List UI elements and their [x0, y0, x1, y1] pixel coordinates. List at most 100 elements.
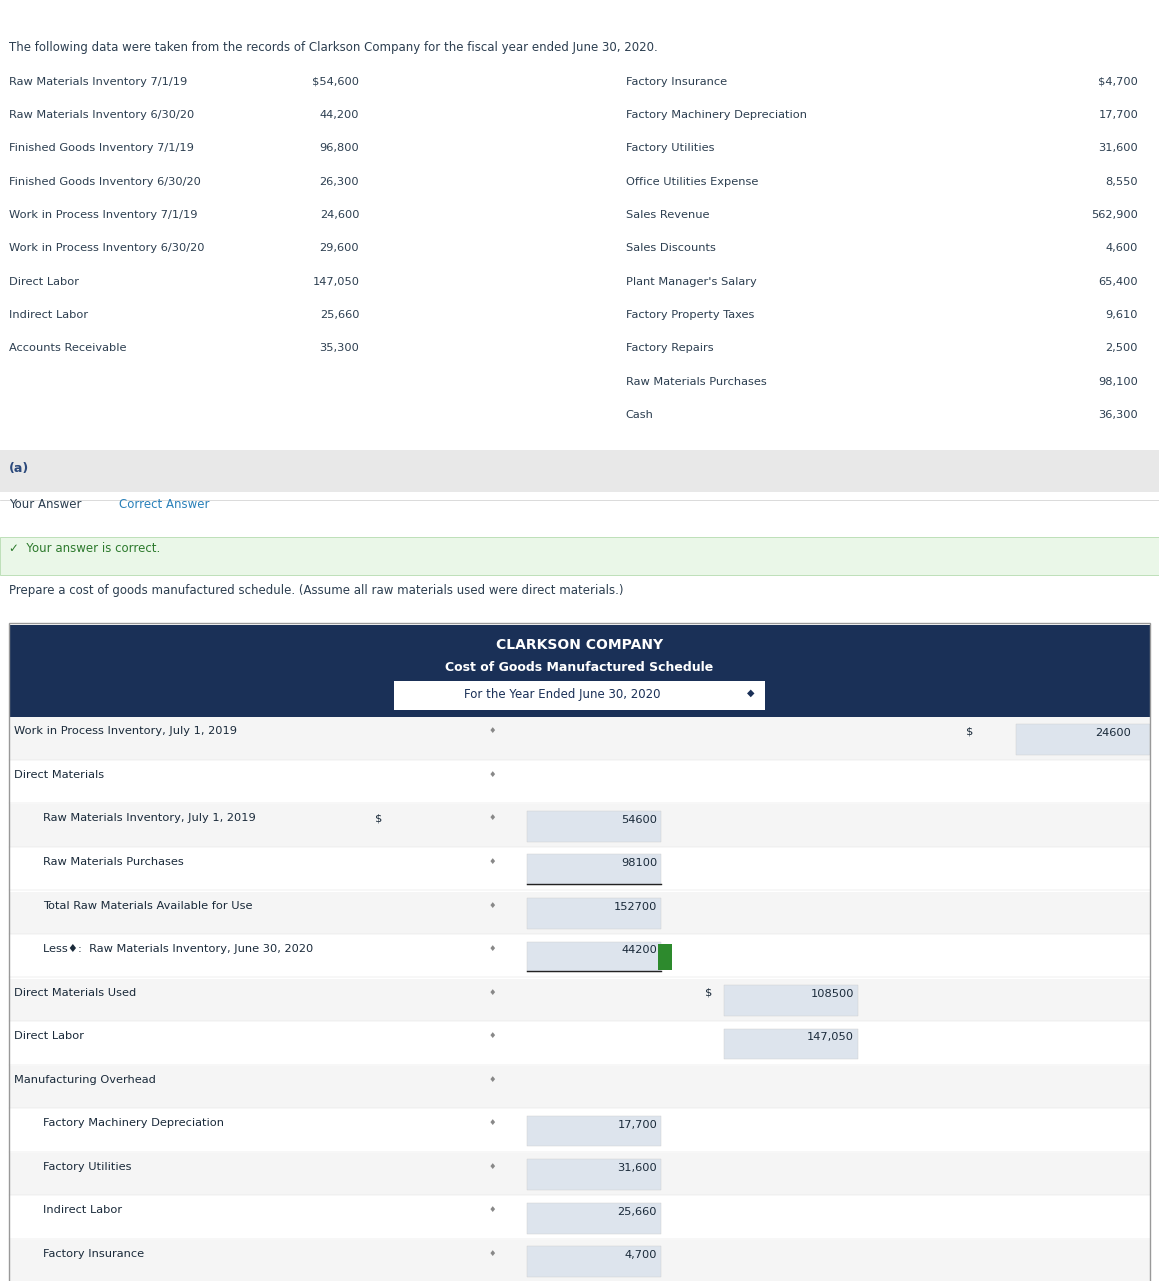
- Text: 562,900: 562,900: [1092, 210, 1138, 220]
- Text: Total Raw Materials Available for Use: Total Raw Materials Available for Use: [43, 901, 253, 911]
- Text: Direct Labor: Direct Labor: [14, 1031, 83, 1041]
- Text: Plant Manager's Salary: Plant Manager's Salary: [626, 277, 757, 287]
- FancyBboxPatch shape: [527, 1116, 661, 1146]
- Text: Factory Repairs: Factory Repairs: [626, 343, 714, 354]
- Text: 2,500: 2,500: [1106, 343, 1138, 354]
- FancyBboxPatch shape: [9, 1153, 1150, 1195]
- Text: 98,100: 98,100: [1099, 377, 1138, 387]
- Text: Manufacturing Overhead: Manufacturing Overhead: [14, 1075, 155, 1085]
- Text: Correct Answer: Correct Answer: [119, 498, 210, 511]
- Text: 29,600: 29,600: [320, 243, 359, 254]
- Text: 31,600: 31,600: [1099, 143, 1138, 154]
- Text: ♦: ♦: [489, 1118, 496, 1127]
- FancyBboxPatch shape: [527, 1203, 661, 1234]
- Text: Factory Insurance: Factory Insurance: [43, 1249, 144, 1259]
- Text: Work in Process Inventory 6/30/20: Work in Process Inventory 6/30/20: [9, 243, 205, 254]
- FancyBboxPatch shape: [724, 985, 858, 1016]
- Text: Factory Utilities: Factory Utilities: [626, 143, 714, 154]
- Text: ♦: ♦: [489, 1031, 496, 1040]
- Text: CLARKSON COMPANY: CLARKSON COMPANY: [496, 638, 663, 652]
- Text: 108500: 108500: [810, 989, 854, 999]
- Text: 17,700: 17,700: [618, 1120, 657, 1130]
- Text: $54,600: $54,600: [312, 77, 359, 87]
- FancyBboxPatch shape: [0, 450, 1159, 492]
- Text: $4,700: $4,700: [1099, 77, 1138, 87]
- Text: Your Answer: Your Answer: [9, 498, 82, 511]
- FancyBboxPatch shape: [527, 854, 661, 885]
- FancyBboxPatch shape: [9, 935, 1150, 977]
- Text: Factory Insurance: Factory Insurance: [626, 77, 727, 87]
- Text: The following data were taken from the records of Clarkson Company for the fisca: The following data were taken from the r…: [9, 41, 658, 54]
- Text: Cost of Goods Manufactured Schedule: Cost of Goods Manufactured Schedule: [445, 661, 714, 674]
- Text: 44200: 44200: [621, 945, 657, 956]
- Text: Prepare a cost of goods manufactured schedule. (Assume all raw materials used we: Prepare a cost of goods manufactured sch…: [9, 584, 624, 597]
- Text: ♦: ♦: [489, 813, 496, 822]
- Text: 8,550: 8,550: [1106, 177, 1138, 187]
- Text: 4,700: 4,700: [625, 1250, 657, 1261]
- Text: 44,200: 44,200: [320, 110, 359, 120]
- FancyBboxPatch shape: [9, 892, 1150, 934]
- Text: Factory Machinery Depreciation: Factory Machinery Depreciation: [43, 1118, 224, 1129]
- Text: Direct Materials: Direct Materials: [14, 770, 104, 780]
- Text: Less♦:  Raw Materials Inventory, June 30, 2020: Less♦: Raw Materials Inventory, June 30,…: [43, 944, 313, 954]
- Text: For the Year Ended June 30, 2020: For the Year Ended June 30, 2020: [464, 688, 661, 701]
- Text: 24600: 24600: [1095, 728, 1131, 738]
- Text: ♦: ♦: [489, 1205, 496, 1214]
- Text: 147,050: 147,050: [807, 1032, 854, 1043]
- FancyBboxPatch shape: [527, 942, 661, 972]
- Text: 24,600: 24,600: [320, 210, 359, 220]
- Text: Factory Property Taxes: Factory Property Taxes: [626, 310, 755, 320]
- FancyBboxPatch shape: [527, 1246, 661, 1277]
- FancyBboxPatch shape: [9, 717, 1150, 760]
- FancyBboxPatch shape: [9, 761, 1150, 803]
- Text: 65,400: 65,400: [1099, 277, 1138, 287]
- Text: ◆: ◆: [748, 688, 755, 698]
- FancyBboxPatch shape: [9, 1022, 1150, 1065]
- Text: 147,050: 147,050: [312, 277, 359, 287]
- FancyBboxPatch shape: [724, 1029, 858, 1059]
- Text: Direct Labor: Direct Labor: [9, 277, 79, 287]
- Text: $: $: [967, 726, 974, 737]
- Text: 54600: 54600: [621, 815, 657, 825]
- Text: ♦: ♦: [489, 726, 496, 735]
- Text: 36,300: 36,300: [1099, 410, 1138, 420]
- FancyBboxPatch shape: [9, 625, 1150, 717]
- Text: 25,660: 25,660: [618, 1207, 657, 1217]
- FancyBboxPatch shape: [9, 848, 1150, 890]
- Text: Raw Materials Purchases: Raw Materials Purchases: [43, 857, 183, 867]
- Text: ✓  Your answer is correct.: ✓ Your answer is correct.: [9, 542, 161, 555]
- Text: Sales Discounts: Sales Discounts: [626, 243, 716, 254]
- Text: ♦: ♦: [489, 901, 496, 910]
- Text: $: $: [376, 813, 382, 824]
- Text: ♦: ♦: [489, 1249, 496, 1258]
- Text: Raw Materials Purchases: Raw Materials Purchases: [626, 377, 766, 387]
- Text: Accounts Receivable: Accounts Receivable: [9, 343, 126, 354]
- Text: Work in Process Inventory, July 1, 2019: Work in Process Inventory, July 1, 2019: [14, 726, 236, 737]
- Text: Finished Goods Inventory 7/1/19: Finished Goods Inventory 7/1/19: [9, 143, 195, 154]
- Text: ♦: ♦: [489, 988, 496, 997]
- Text: Factory Machinery Depreciation: Factory Machinery Depreciation: [626, 110, 807, 120]
- Text: 96,800: 96,800: [320, 143, 359, 154]
- Text: Indirect Labor: Indirect Labor: [43, 1205, 122, 1216]
- Text: Finished Goods Inventory 6/30/20: Finished Goods Inventory 6/30/20: [9, 177, 202, 187]
- FancyBboxPatch shape: [658, 944, 672, 970]
- Text: ♦: ♦: [489, 857, 496, 866]
- Text: 31,600: 31,600: [618, 1163, 657, 1173]
- Text: 25,660: 25,660: [320, 310, 359, 320]
- Text: Cash: Cash: [626, 410, 654, 420]
- FancyBboxPatch shape: [9, 804, 1150, 847]
- Text: Office Utilities Expense: Office Utilities Expense: [626, 177, 758, 187]
- Text: Direct Materials Used: Direct Materials Used: [14, 988, 136, 998]
- FancyBboxPatch shape: [9, 1196, 1150, 1239]
- Text: ♦: ♦: [489, 1075, 496, 1084]
- FancyBboxPatch shape: [527, 898, 661, 929]
- Text: 152700: 152700: [614, 902, 657, 912]
- FancyBboxPatch shape: [394, 681, 765, 710]
- Text: (a): (a): [9, 462, 29, 475]
- FancyBboxPatch shape: [9, 979, 1150, 1021]
- Text: ♦: ♦: [489, 944, 496, 953]
- FancyBboxPatch shape: [527, 811, 661, 842]
- Text: Raw Materials Inventory 6/30/20: Raw Materials Inventory 6/30/20: [9, 110, 195, 120]
- Text: Sales Revenue: Sales Revenue: [626, 210, 709, 220]
- Text: ♦: ♦: [489, 770, 496, 779]
